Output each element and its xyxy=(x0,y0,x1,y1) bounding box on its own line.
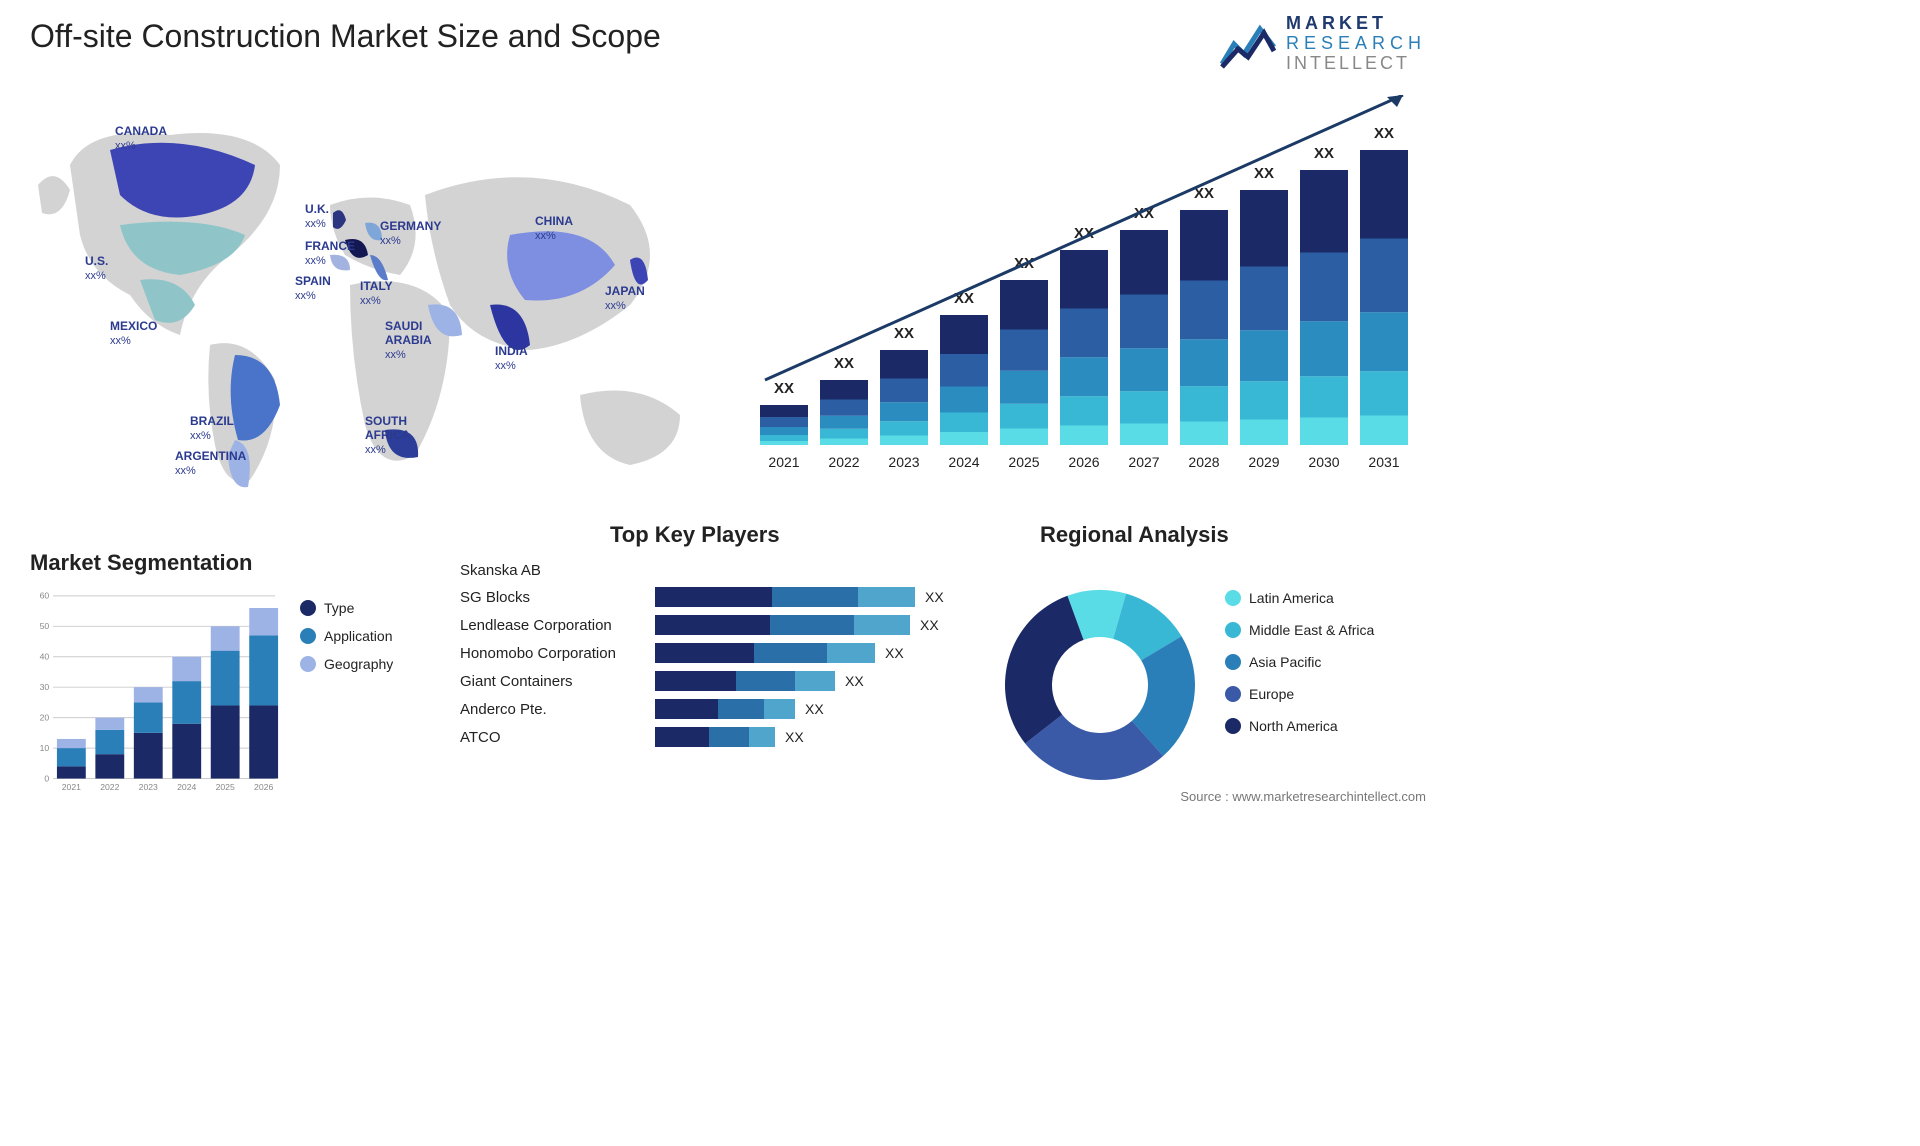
segmentation-panel: Market Segmentation 0 10 20 30 40 50 60 2021 202… xyxy=(30,550,450,800)
map-label-china: CHINAxx% xyxy=(535,215,573,243)
map-label-japan: JAPANxx% xyxy=(605,285,645,313)
player-row: SG BlocksXX xyxy=(460,587,980,607)
forecast-chart: XX2021XX2022XX2023XX2024XX2025XX2026XX20… xyxy=(745,95,1425,485)
svg-text:30: 30 xyxy=(40,682,50,692)
map-label-argentina: ARGENTINAxx% xyxy=(175,450,246,478)
svg-text:XX: XX xyxy=(834,355,854,372)
svg-text:2025: 2025 xyxy=(1008,454,1039,470)
player-row: Giant ContainersXX xyxy=(460,671,980,691)
svg-text:2023: 2023 xyxy=(139,782,158,792)
svg-text:XX: XX xyxy=(1374,125,1394,142)
map-label-germany: GERMANYxx% xyxy=(380,220,441,248)
svg-text:0: 0 xyxy=(44,773,49,783)
svg-text:XX: XX xyxy=(894,325,914,342)
svg-text:XX: XX xyxy=(1254,165,1274,182)
seg-legend-geography: Geography xyxy=(300,656,393,672)
svg-text:2026: 2026 xyxy=(254,782,273,792)
svg-text:2028: 2028 xyxy=(1188,454,1219,470)
svg-text:XX: XX xyxy=(1314,145,1334,162)
regional-donut xyxy=(1000,585,1200,785)
svg-text:2029: 2029 xyxy=(1248,454,1279,470)
svg-text:2024: 2024 xyxy=(948,454,979,470)
regional-legend: Latin America Middle East & Africa Asia Pa… xyxy=(1225,590,1374,750)
regional-title: Regional Analysis xyxy=(1040,522,1229,548)
svg-text:2021: 2021 xyxy=(768,454,799,470)
seg-legend-type: Type xyxy=(300,600,393,616)
regional-legend-item: Latin America xyxy=(1225,590,1374,606)
logo-line1: MARKET xyxy=(1286,14,1426,34)
svg-text:2026: 2026 xyxy=(1068,454,1099,470)
svg-text:2023: 2023 xyxy=(888,454,919,470)
regional-legend-item: North America xyxy=(1225,718,1374,734)
svg-text:2022: 2022 xyxy=(828,454,859,470)
player-row: Honomobo CorporationXX xyxy=(460,643,980,663)
logo-icon xyxy=(1220,19,1276,69)
regional-panel: Regional Analysis Latin AmericaMiddle Ea… xyxy=(1000,550,1430,800)
map-label-mexico: MEXICOxx% xyxy=(110,320,157,348)
svg-text:2022: 2022 xyxy=(100,782,119,792)
logo-line2: RESEARCH xyxy=(1286,34,1426,54)
svg-text:2030: 2030 xyxy=(1308,454,1339,470)
world-map: CANADAxx% U.S.xx% MEXICOxx% BRAZILxx% ARGENT… xyxy=(30,95,710,495)
svg-text:2025: 2025 xyxy=(216,782,235,792)
map-label-canada: CANADAxx% xyxy=(115,125,167,153)
player-row: Anderco Pte.XX xyxy=(460,699,980,719)
map-label-italy: ITALYxx% xyxy=(360,280,393,308)
logo: MARKET RESEARCH INTELLECT xyxy=(1220,14,1426,73)
svg-text:50: 50 xyxy=(40,621,50,631)
player-row: Skanska AB xyxy=(460,562,980,579)
map-label-india: INDIAxx% xyxy=(495,345,528,373)
regional-legend-item: Asia Pacific xyxy=(1225,654,1374,670)
svg-text:60: 60 xyxy=(40,591,50,601)
map-label-brazil: BRAZILxx% xyxy=(190,415,234,443)
svg-text:10: 10 xyxy=(40,743,50,753)
svg-text:2021: 2021 xyxy=(62,782,81,792)
seg-legend-application: Application xyxy=(300,628,393,644)
svg-text:2031: 2031 xyxy=(1368,454,1399,470)
svg-text:XX: XX xyxy=(774,380,794,397)
map-label-u-k-: U.K.xx% xyxy=(305,203,329,231)
player-row: Lendlease CorporationXX xyxy=(460,615,980,635)
map-label-spain: SPAINxx% xyxy=(295,275,331,303)
svg-text:2024: 2024 xyxy=(177,782,196,792)
map-label-saudi-arabia: SAUDIARABIAxx% xyxy=(385,320,432,361)
segmentation-chart: 0 10 20 30 40 50 60 2021 2022 2023 2024 2025 2026 xyxy=(30,582,280,802)
map-label-u-s-: U.S.xx% xyxy=(85,255,108,283)
svg-text:20: 20 xyxy=(40,713,50,723)
segmentation-title: Market Segmentation xyxy=(30,550,450,576)
svg-text:40: 40 xyxy=(40,652,50,662)
regional-legend-item: Middle East & Africa xyxy=(1225,622,1374,638)
page-title: Off-site Construction Market Size and Sc… xyxy=(30,18,661,55)
source-text: Source : www.marketresearchintellect.com xyxy=(1180,789,1426,804)
segmentation-legend: Type Application Geography xyxy=(300,600,393,684)
players-panel: Top Key Players Skanska ABSG BlocksXXLen… xyxy=(460,550,980,800)
svg-text:2027: 2027 xyxy=(1128,454,1159,470)
players-title: Top Key Players xyxy=(610,522,780,548)
player-row: ATCOXX xyxy=(460,727,980,747)
map-label-south-africa: SOUTHAFRICAxx% xyxy=(365,415,410,456)
map-label-france: FRANCExx% xyxy=(305,240,355,268)
regional-legend-item: Europe xyxy=(1225,686,1374,702)
logo-line3: INTELLECT xyxy=(1286,54,1426,74)
